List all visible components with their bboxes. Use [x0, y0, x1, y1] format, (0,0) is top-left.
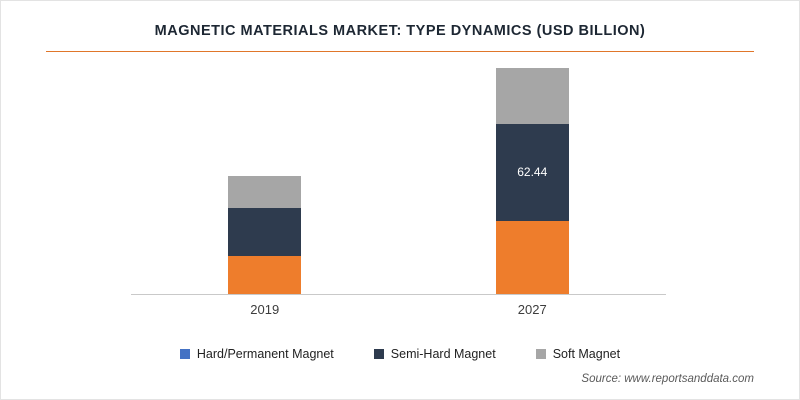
- legend-swatch-icon: [535, 349, 546, 359]
- title-underline: [46, 51, 754, 52]
- plot-area: 62.44: [131, 61, 666, 295]
- legend-item-semi-hard-magnet: Semi-Hard Magnet: [373, 347, 496, 361]
- bars-container: 62.44: [131, 61, 666, 294]
- x-axis: 2019 2027: [131, 302, 666, 317]
- legend-item-soft-magnet: Soft Magnet: [535, 347, 621, 361]
- legend-label: Semi-Hard Magnet: [390, 347, 496, 361]
- legend-item-hard-permanent-magnet: Hard/Permanent Magnet: [179, 347, 334, 361]
- bar-segment: [228, 176, 302, 208]
- legend: Hard/Permanent Magnet Semi-Hard Magnet S…: [1, 347, 799, 361]
- legend-label: Hard/Permanent Magnet: [196, 347, 334, 361]
- legend-label: Soft Magnet: [552, 347, 621, 361]
- legend-swatch-icon: [179, 349, 190, 359]
- data-label: 62.44: [517, 165, 548, 180]
- legend-swatch-icon: [373, 349, 384, 359]
- bar-segment: [495, 220, 569, 294]
- bar-segment: 62.44: [495, 123, 569, 221]
- bar-segment: [495, 68, 569, 124]
- bar-column: 62.44: [495, 68, 569, 294]
- chart-title: MAGNETIC MATERIALS MARKET: TYPE DYNAMICS…: [154, 23, 646, 39]
- x-axis-tick-label: 2027: [517, 302, 547, 317]
- source-attribution: Source: www.reportsanddata.com: [581, 373, 754, 385]
- bar-segment: [228, 207, 302, 256]
- bar-segment: [228, 256, 302, 294]
- x-axis-tick-label: 2019: [250, 302, 280, 317]
- bar-column: [228, 176, 302, 294]
